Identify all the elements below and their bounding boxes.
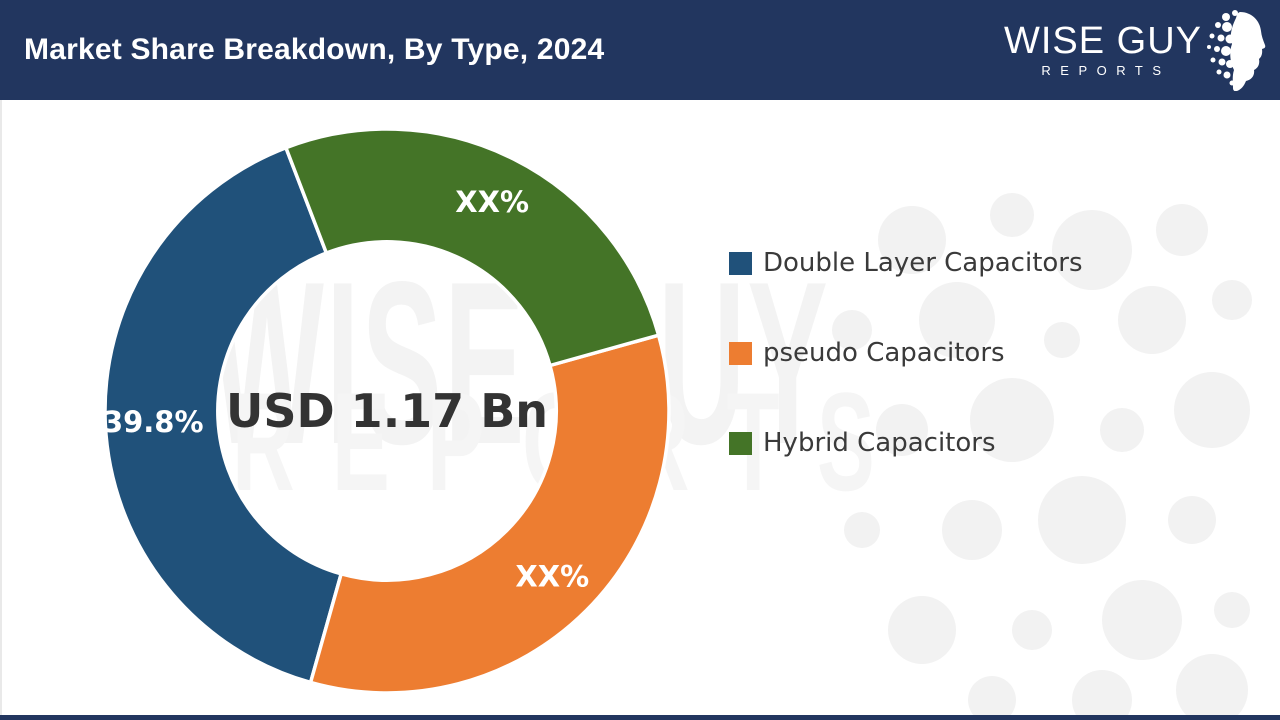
page-title: Market Share Breakdown, By Type, 2024 <box>24 33 605 66</box>
legend-label-0: Double Layer Capacitors <box>763 248 1083 278</box>
watermark-face-dots <box>832 193 1252 720</box>
wise-guy-logo: WISE GUY REPORTS <box>1004 6 1266 94</box>
legend-swatch-0 <box>729 251 752 275</box>
center-value-label: USD 1.17 Bn <box>226 384 548 438</box>
chart-legend: Double Layer Capacitors pseudo Capacitors… <box>729 248 1083 458</box>
slice-label-1: XX% <box>515 560 589 594</box>
legend-swatch-1 <box>729 341 752 365</box>
legend-label-2: Hybrid Capacitors <box>763 428 996 458</box>
slice-label-2: XX% <box>455 185 529 219</box>
donut-slice-2 <box>284 127 661 368</box>
legend-label-1: pseudo Capacitors <box>763 338 1005 368</box>
logo-subtitle: REPORTS <box>1041 63 1171 78</box>
logo-face-icon <box>1207 10 1266 91</box>
bottom-accent-bar <box>0 715 1280 720</box>
legend-item-1: pseudo Capacitors <box>729 338 1083 368</box>
donut-slice-0 <box>103 145 343 685</box>
chart-area: WISE GUY REPORTS 39.8%XX%XX% USD 1.17 Bn… <box>0 100 1280 720</box>
header-bar: Market Share Breakdown, By Type, 2024 WI… <box>0 0 1280 100</box>
logo-text: WISE GUY REPORTS <box>1004 22 1202 78</box>
donut-slice-1 <box>308 333 671 695</box>
logo-wordmark: WISE GUY <box>1003 20 1202 62</box>
legend-swatch-2 <box>729 431 752 455</box>
legend-item-0: Double Layer Capacitors <box>729 248 1083 278</box>
legend-item-2: Hybrid Capacitors <box>729 428 1083 458</box>
slice-label-0: 39.8% <box>103 405 204 439</box>
